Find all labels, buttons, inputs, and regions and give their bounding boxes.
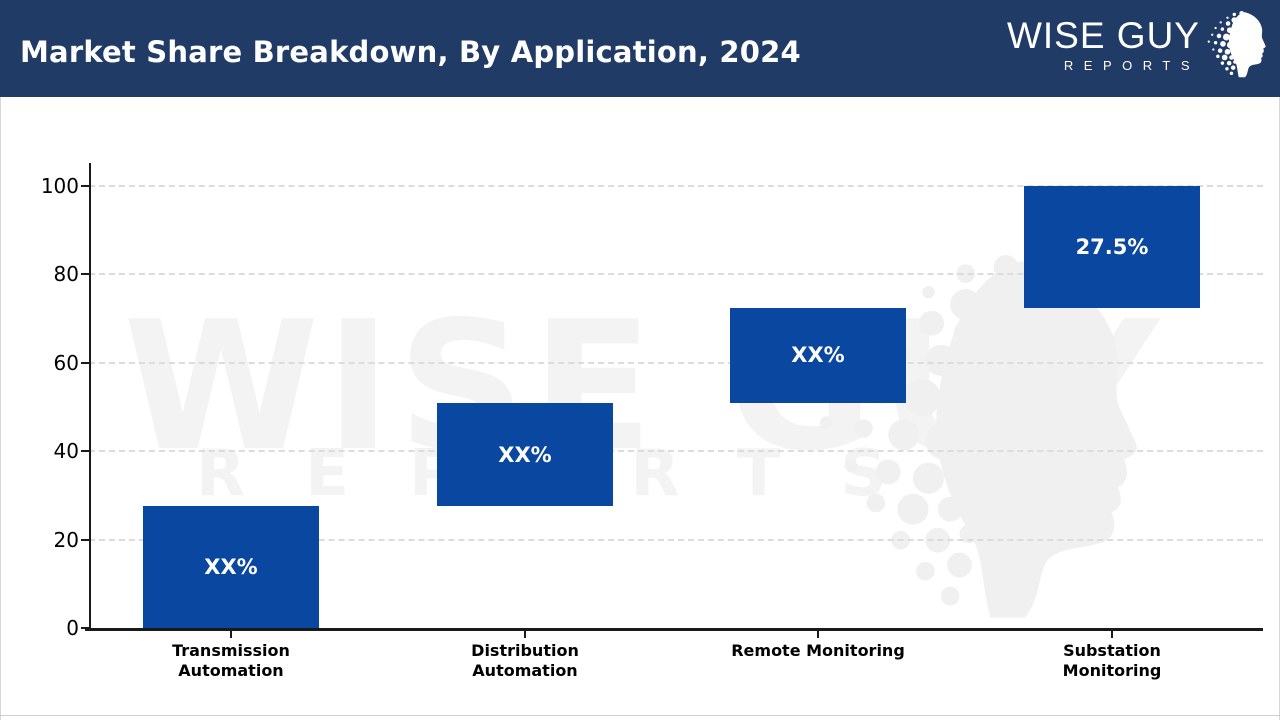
logo-text: WISE GUY REPORTS bbox=[1006, 15, 1200, 74]
x-tick-mark-3 bbox=[1111, 631, 1113, 638]
gridline-20 bbox=[89, 538, 1263, 541]
bar-value-label: 27.5% bbox=[1075, 234, 1149, 259]
dotted-head-icon bbox=[1207, 11, 1266, 78]
x-axis-label-1: Distribution Automation bbox=[471, 641, 579, 680]
y-tick-mark-40 bbox=[81, 450, 89, 453]
bar-transmission-automation: XX% bbox=[143, 506, 319, 628]
x-axis-label-2: Remote Monitoring bbox=[731, 641, 905, 660]
bar-remote-monitoring: XX% bbox=[730, 307, 906, 403]
gridline-80 bbox=[89, 273, 1263, 276]
gridline-60 bbox=[89, 361, 1263, 364]
y-axis-label-40: 40 bbox=[53, 439, 79, 464]
y-axis-label-60: 60 bbox=[53, 350, 79, 375]
page-bottom-border bbox=[0, 715, 1280, 716]
x-tick-mark-2 bbox=[817, 631, 819, 638]
y-tick-mark-80 bbox=[81, 273, 89, 276]
gridline-40 bbox=[89, 450, 1263, 453]
y-axis-label-0: 0 bbox=[66, 616, 79, 640]
wise-guy-reports-logo: WISE GUY REPORTS bbox=[1007, 8, 1270, 82]
y-tick-mark-20 bbox=[81, 538, 89, 541]
y-tick-mark-60 bbox=[81, 361, 89, 364]
bar-distribution-automation: XX% bbox=[437, 402, 613, 507]
chart-title: Market Share Breakdown, By Application, … bbox=[20, 35, 801, 69]
y-axis-line bbox=[89, 163, 91, 630]
logo-wordmark: WISE GUY bbox=[1006, 15, 1200, 56]
watermark-wordmark: WISE GUY bbox=[123, 283, 1165, 490]
x-tick-mark-0 bbox=[230, 631, 232, 638]
logo-subtext: REPORTS bbox=[1063, 58, 1200, 73]
y-axis-label-80: 80 bbox=[53, 262, 79, 287]
x-axis-label-0: Transmission Automation bbox=[172, 641, 290, 680]
y-tick-mark-100 bbox=[81, 185, 89, 187]
chart-plot-area: WISE GUY REPORTS 020406080100XX%Transmis… bbox=[0, 97, 1280, 720]
bar-value-label: XX% bbox=[791, 343, 845, 368]
x-axis-label-3: Substation Monitoring bbox=[1062, 641, 1162, 680]
bar-substation-monitoring: 27.5% bbox=[1024, 186, 1200, 308]
bar-value-label: XX% bbox=[204, 555, 258, 580]
y-axis-label-100: 100 bbox=[40, 174, 79, 198]
x-tick-mark-1 bbox=[524, 631, 526, 638]
y-axis-label-20: 20 bbox=[53, 527, 79, 552]
x-axis-line bbox=[85, 628, 1263, 631]
header-bar: Market Share Breakdown, By Application, … bbox=[0, 0, 1280, 97]
gridline-100 bbox=[89, 185, 1263, 187]
bar-value-label: XX% bbox=[498, 442, 552, 467]
